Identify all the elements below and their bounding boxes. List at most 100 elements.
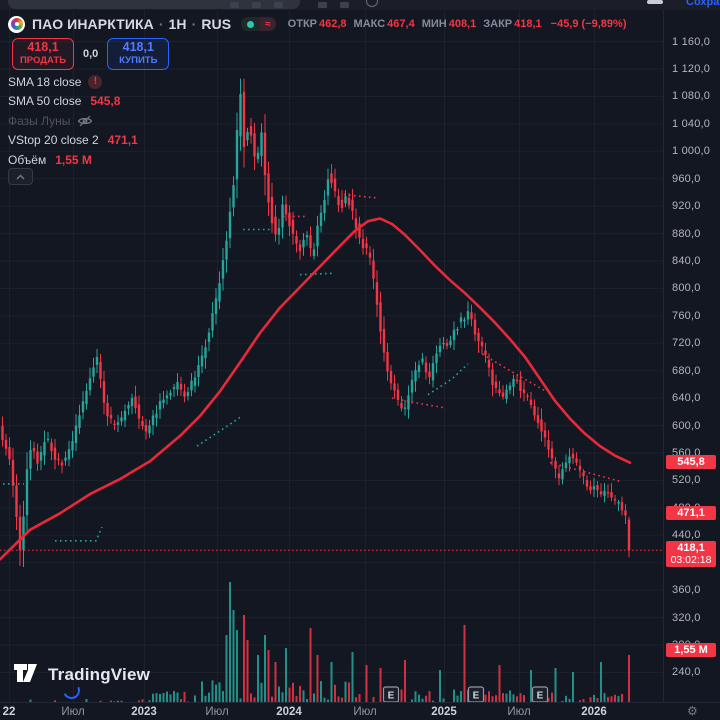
candles-style-icon[interactable] bbox=[252, 2, 261, 8]
sell-price: 418,1 bbox=[27, 40, 59, 55]
chart-header: ПАО ИНАРКТИКА · 1H · RUS ≈ ОТКР 462,8 МА… bbox=[8, 13, 627, 35]
price-tick: 360,0 bbox=[672, 584, 701, 597]
vstop-indicator bbox=[3, 193, 623, 542]
legend-row-moon-phases[interactable]: Фазы Луны bbox=[8, 111, 93, 130]
time-tick: 2023 bbox=[131, 706, 157, 718]
exchange[interactable]: RUS bbox=[201, 16, 232, 32]
paper-trading-icon: ≈ bbox=[260, 17, 276, 31]
alert-icon[interactable] bbox=[318, 2, 327, 8]
warning-icon[interactable]: ! bbox=[88, 74, 103, 89]
low-label: МИН bbox=[421, 18, 447, 30]
brand-name: TradingView bbox=[48, 664, 151, 684]
ohlc-row: ОТКР 462,8 МАКС 467,4 МИН 408,1 ЗАКР 418… bbox=[288, 18, 627, 30]
price-tick: 880,0 bbox=[672, 227, 701, 240]
price-tick: 760,0 bbox=[672, 309, 701, 322]
time-tick: 2025 bbox=[431, 706, 457, 718]
time-tick: 22 bbox=[2, 706, 16, 718]
price-tick: 240,0 bbox=[672, 666, 701, 679]
legend-row-sma18[interactable]: SMA 18 close ! bbox=[8, 72, 103, 91]
svg-text:E: E bbox=[388, 691, 395, 702]
moon-phases-label: Фазы Луны bbox=[8, 113, 71, 128]
time-tick: 2024 bbox=[276, 706, 302, 718]
price-tick: 840,0 bbox=[672, 255, 701, 267]
volume-value: 1,55 M bbox=[55, 152, 92, 167]
buy-price: 418,1 bbox=[122, 40, 154, 55]
price-axis[interactable]: 240,0280,0320,0360,0400,0440,0480,0520,0… bbox=[663, 10, 720, 702]
market-status-pill[interactable]: ≈ bbox=[241, 17, 276, 31]
volume-badge: 1,55 M bbox=[666, 643, 716, 657]
time-tick: Июл bbox=[61, 706, 85, 718]
price-tick: 920,0 bbox=[672, 200, 701, 213]
timeframe[interactable]: 1H bbox=[168, 16, 187, 32]
interval-icon[interactable] bbox=[230, 2, 239, 8]
candles-layer bbox=[1, 78, 631, 567]
open-value: 462,8 bbox=[319, 18, 347, 30]
chevron-up-icon bbox=[16, 174, 25, 179]
symbol-logo-icon[interactable] bbox=[8, 15, 25, 33]
replay-icon[interactable] bbox=[340, 2, 349, 8]
buy-button[interactable]: 418,1 КУПИТЬ bbox=[107, 38, 170, 70]
vstop-label: VStop 20 close 2 bbox=[8, 133, 99, 147]
price-tick: 720,0 bbox=[672, 337, 701, 350]
grid bbox=[0, 10, 663, 712]
legend-row-sma50[interactable]: SMA 50 close 545,8 bbox=[8, 92, 120, 111]
time-tick: Июл bbox=[205, 706, 229, 718]
vstop-value: 471,1 bbox=[107, 133, 138, 147]
save-button[interactable]: Сохранить bbox=[686, 0, 720, 8]
spread-value: 0,0 bbox=[83, 48, 99, 60]
low-value: 408,1 bbox=[448, 18, 477, 30]
sma50-label: SMA 50 close bbox=[8, 94, 82, 108]
last-price-badge: 418,1 03:02:18 bbox=[666, 541, 716, 568]
separator: · bbox=[158, 16, 164, 32]
sell-button[interactable]: 418,1 ПРОДАТЬ bbox=[12, 38, 74, 70]
sma-price-badge: 545,8 bbox=[666, 454, 716, 469]
close-label: ЗАКР bbox=[483, 18, 513, 30]
chart-pane[interactable]: E E E ПАО ИНАРКТИКА · 1H · RUS ≈ ОТКР 462,… bbox=[0, 10, 663, 712]
open-label: ОТКР bbox=[287, 18, 317, 30]
separator: · bbox=[191, 16, 197, 32]
eye-off-icon[interactable] bbox=[77, 115, 93, 127]
symbol-name[interactable]: ПАО ИНАРКТИКА bbox=[32, 16, 154, 32]
tradingview-logo-icon bbox=[14, 664, 37, 682]
time-tick: Июл bbox=[507, 706, 531, 718]
sma50-line bbox=[0, 217, 632, 561]
settings-gear-icon[interactable]: ⚙ bbox=[687, 704, 698, 718]
symbol-search-box[interactable] bbox=[8, 0, 300, 9]
layout-icon[interactable] bbox=[647, 0, 663, 4]
sell-label: ПРОДАТЬ bbox=[19, 55, 67, 67]
price-tick: 1 120,0 bbox=[672, 63, 711, 75]
vstop-price-badge: 471,1 bbox=[666, 505, 716, 520]
bar-countdown: 03:02:18 bbox=[670, 554, 712, 567]
price-tick: 640,0 bbox=[672, 392, 701, 405]
brand-footer[interactable]: TradingView bbox=[14, 664, 150, 685]
close-value: 418,1 bbox=[514, 18, 542, 30]
price-tick: 800,0 bbox=[672, 282, 701, 295]
price-tick: 320,0 bbox=[672, 611, 701, 624]
svg-text:E: E bbox=[537, 691, 544, 702]
trade-panel: 418,1 ПРОДАТЬ 0,0 418,1 КУПИТЬ bbox=[12, 38, 170, 70]
change-value: −45,9 (−9,89%) bbox=[550, 18, 627, 30]
price-tick: 1 080,0 bbox=[672, 90, 711, 103]
buy-label: КУПИТЬ bbox=[119, 55, 158, 67]
svg-text:E: E bbox=[473, 691, 480, 702]
market-open-icon bbox=[241, 17, 261, 31]
price-tick: 440,0 bbox=[672, 529, 701, 542]
price-tick: 1 000,0 bbox=[672, 145, 711, 158]
sma18-label: SMA 18 close bbox=[8, 74, 82, 89]
price-tick: 600,0 bbox=[672, 419, 701, 432]
high-value: 467,4 bbox=[387, 18, 415, 30]
time-axis[interactable]: ⚙ 22 Июл 2023 Июл 2024 Июл 2025 Июл 2026 bbox=[0, 702, 720, 720]
high-label: МАКС bbox=[353, 18, 386, 30]
sma50-value: 545,8 bbox=[90, 94, 121, 108]
price-tick: 1 160,0 bbox=[672, 35, 711, 48]
price-tick: 960,0 bbox=[672, 172, 701, 185]
time-tick: Июл bbox=[353, 706, 377, 718]
price-tick: 520,0 bbox=[672, 474, 701, 487]
legend-row-volume[interactable]: Объём 1,55 M bbox=[8, 150, 92, 169]
indicators-icon[interactable] bbox=[274, 2, 283, 8]
collapse-legend-button[interactable] bbox=[8, 168, 33, 185]
legend-row-vstop[interactable]: VStop 20 close 2 471,1 bbox=[8, 131, 138, 150]
top-toolbar: Сохранить bbox=[0, 0, 720, 10]
